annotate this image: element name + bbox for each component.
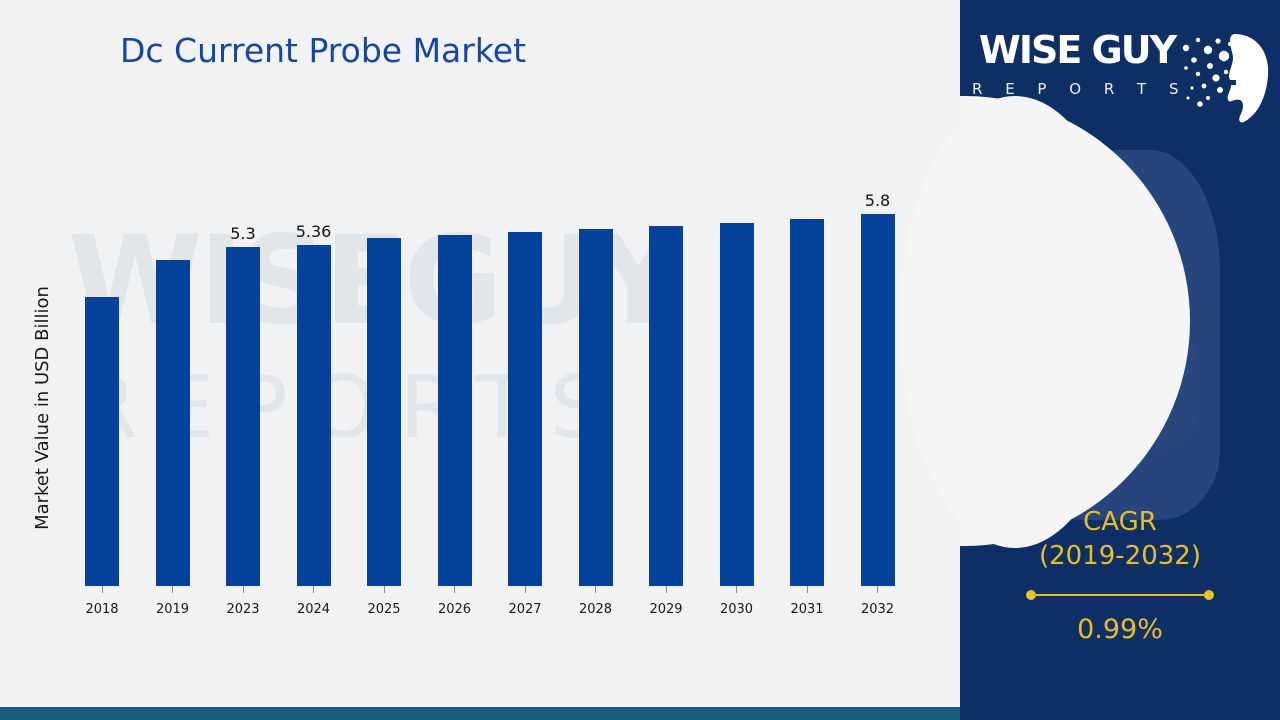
cagr-value: 0.99% [1077, 614, 1163, 645]
x-axis-tick [172, 586, 173, 593]
bar-2031[interactable] [790, 219, 824, 586]
bar-chart-plot: 2018 2019 5.3 2023 5.36 2024 2025 2026 2027 2028 2… [70, 150, 920, 617]
cagr-years: (2019-2032) [1038, 541, 1201, 571]
x-axis-label-2026: 2026 [437, 602, 472, 617]
cagr-title: CAGR [1083, 507, 1157, 537]
panel-white-wedge [900, 96, 1130, 548]
x-axis-label-2031: 2031 [790, 602, 824, 617]
cagr-divider [1026, 590, 1214, 600]
page-title: Dc Current Probe Market [120, 31, 527, 70]
bar-slot: 5.36 2024 [282, 150, 353, 617]
bar-slot: 2026 [423, 150, 494, 617]
bar-2018[interactable] [85, 297, 119, 586]
bar-slot: 5.3 2023 [211, 150, 282, 617]
bottom-accent-strip [0, 707, 960, 720]
cagr-divider-dot-right [1204, 590, 1214, 600]
x-axis-label-2029: 2029 [649, 602, 683, 617]
bar-slot: 2031 [775, 150, 846, 617]
bar-2023[interactable] [226, 247, 260, 586]
bar-2026[interactable] [437, 235, 472, 586]
x-axis-tick [595, 586, 596, 593]
x-axis-label-2023: 2023 [226, 602, 260, 617]
bar-slot: 2030 [705, 150, 776, 617]
bar-2028[interactable] [578, 229, 613, 586]
bar-slot: 2029 [634, 150, 705, 617]
bar-slot: 2018 [70, 150, 141, 617]
bar-slot: 2025 [352, 150, 423, 617]
bar-2025[interactable] [367, 238, 401, 586]
x-axis-label-2028: 2028 [578, 602, 613, 617]
x-axis-tick [313, 586, 314, 593]
y-axis-label: Market Value in USD Billion [32, 286, 53, 530]
cagr-block: CAGR (2019-2032) 0.99% [960, 505, 1280, 645]
bar-slot: 2028 [564, 150, 635, 617]
x-axis-label-2027: 2027 [508, 602, 542, 617]
x-axis-label-2018: 2018 [85, 602, 119, 617]
bar-2027[interactable] [508, 232, 542, 586]
bar-slot: 2019 [141, 150, 212, 617]
bar-2019[interactable] [155, 260, 190, 586]
bar-2030[interactable] [719, 223, 754, 586]
x-axis-tick [383, 586, 385, 593]
x-axis-tick [242, 586, 244, 593]
x-axis-tick [877, 586, 878, 593]
x-axis-label-2032: 2032 [860, 602, 895, 617]
bar-value-label-2024: 5.36 [295, 222, 332, 241]
x-axis-tick [806, 586, 808, 593]
brand-logo [1182, 34, 1269, 123]
x-axis-tick [101, 586, 103, 593]
x-axis-tick [665, 586, 667, 593]
bar-slot: 2027 [493, 150, 564, 617]
x-axis-tick [524, 586, 526, 593]
x-axis-label-2030: 2030 [719, 602, 754, 617]
x-axis-label-2024: 2024 [296, 602, 331, 617]
x-axis-label-2025: 2025 [367, 602, 401, 617]
bar-value-label-2032: 5.8 [864, 191, 891, 210]
bar-2029[interactable] [649, 226, 683, 586]
x-axis-tick [454, 586, 455, 593]
bar-slot: 5.8 2032 [846, 150, 917, 617]
bar-2024[interactable] [296, 245, 331, 586]
x-axis-label-2019: 2019 [155, 602, 190, 617]
x-axis-tick [736, 586, 737, 593]
logo-face-profile-icon [1227, 34, 1269, 123]
cagr-divider-line [1031, 594, 1209, 596]
bar-2032[interactable] [860, 214, 895, 586]
bar-value-label-2023: 5.3 [230, 224, 256, 243]
